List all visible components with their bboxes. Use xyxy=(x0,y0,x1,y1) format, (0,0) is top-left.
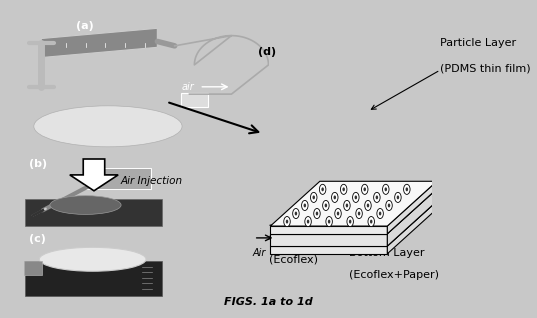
Text: Air Injection: Air Injection xyxy=(120,176,183,186)
Ellipse shape xyxy=(50,196,121,214)
Text: Air Channel Layer: Air Channel Layer xyxy=(268,232,368,242)
Circle shape xyxy=(328,220,330,224)
Text: (b): (b) xyxy=(28,159,47,169)
Polygon shape xyxy=(271,201,437,246)
Text: (Ecoflex+Paper): (Ecoflex+Paper) xyxy=(349,270,439,280)
Circle shape xyxy=(367,204,369,207)
Circle shape xyxy=(343,187,345,191)
Circle shape xyxy=(303,204,306,207)
Text: Air: Air xyxy=(253,248,266,258)
FancyBboxPatch shape xyxy=(25,199,162,225)
Circle shape xyxy=(314,209,320,218)
Polygon shape xyxy=(387,189,437,246)
Circle shape xyxy=(353,192,359,203)
Circle shape xyxy=(323,200,329,211)
FancyBboxPatch shape xyxy=(24,261,42,275)
Circle shape xyxy=(386,200,392,211)
Circle shape xyxy=(358,211,360,216)
Circle shape xyxy=(320,184,326,194)
Polygon shape xyxy=(387,201,437,254)
Circle shape xyxy=(335,209,341,218)
Circle shape xyxy=(295,211,297,216)
Circle shape xyxy=(405,187,408,191)
Polygon shape xyxy=(271,246,387,254)
Polygon shape xyxy=(41,28,157,58)
Circle shape xyxy=(316,211,318,216)
Text: Particle Layer: Particle Layer xyxy=(440,38,517,48)
Circle shape xyxy=(346,204,348,207)
Circle shape xyxy=(340,184,347,194)
Ellipse shape xyxy=(39,247,146,271)
Circle shape xyxy=(333,196,336,199)
Circle shape xyxy=(337,211,339,216)
Ellipse shape xyxy=(34,106,182,147)
Circle shape xyxy=(349,220,351,224)
Circle shape xyxy=(365,200,371,211)
Polygon shape xyxy=(271,226,387,234)
Circle shape xyxy=(388,204,390,207)
Circle shape xyxy=(284,217,291,227)
FancyBboxPatch shape xyxy=(181,93,208,107)
Circle shape xyxy=(326,217,332,227)
Text: Bottom Layer: Bottom Layer xyxy=(349,248,425,258)
Circle shape xyxy=(307,220,309,224)
Circle shape xyxy=(395,192,401,203)
FancyArrow shape xyxy=(70,159,118,191)
Circle shape xyxy=(293,209,299,218)
Circle shape xyxy=(377,209,383,218)
Circle shape xyxy=(404,184,410,194)
Circle shape xyxy=(397,196,399,199)
Circle shape xyxy=(331,192,338,203)
Text: FIGS. 1a to 1d: FIGS. 1a to 1d xyxy=(224,297,313,307)
Circle shape xyxy=(305,217,311,227)
Circle shape xyxy=(310,192,317,203)
Circle shape xyxy=(347,217,353,227)
Text: air: air xyxy=(182,82,194,92)
Circle shape xyxy=(364,187,366,191)
Circle shape xyxy=(375,196,378,199)
Circle shape xyxy=(321,187,324,191)
Text: (a): (a) xyxy=(76,21,93,31)
Circle shape xyxy=(344,200,350,211)
Circle shape xyxy=(384,187,387,191)
Circle shape xyxy=(379,211,381,216)
Polygon shape xyxy=(271,181,437,226)
Circle shape xyxy=(302,200,308,211)
Polygon shape xyxy=(271,189,437,234)
Circle shape xyxy=(382,184,389,194)
Circle shape xyxy=(313,196,315,199)
Text: (Ecoflex): (Ecoflex) xyxy=(268,254,317,264)
Circle shape xyxy=(356,209,362,218)
Text: (d): (d) xyxy=(258,47,276,57)
Circle shape xyxy=(286,220,288,224)
Text: (PDMS thin film): (PDMS thin film) xyxy=(440,64,531,73)
Text: (c): (c) xyxy=(28,234,46,244)
Circle shape xyxy=(370,220,373,224)
Polygon shape xyxy=(387,181,437,234)
FancyBboxPatch shape xyxy=(84,169,151,189)
Circle shape xyxy=(325,204,327,207)
Circle shape xyxy=(361,184,368,194)
Circle shape xyxy=(368,217,374,227)
Polygon shape xyxy=(271,234,387,246)
FancyBboxPatch shape xyxy=(25,261,162,296)
Circle shape xyxy=(374,192,380,203)
Circle shape xyxy=(354,196,357,199)
